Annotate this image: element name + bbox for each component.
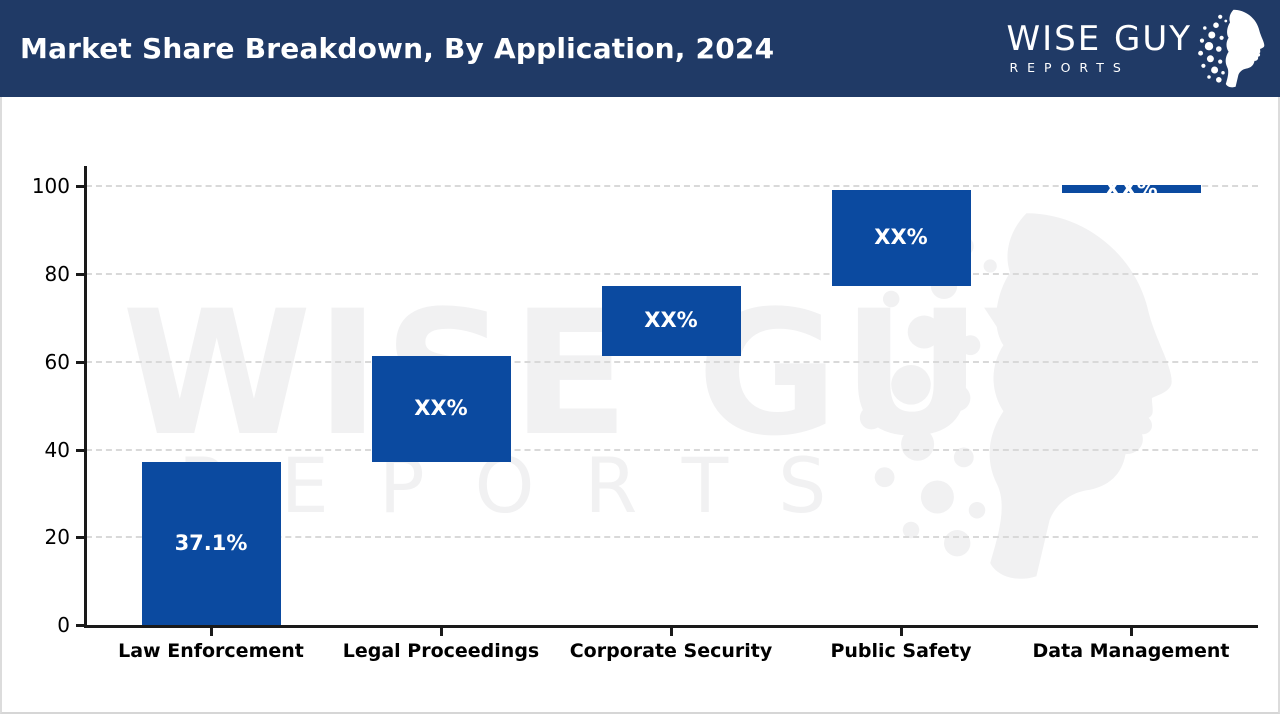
bar-label-public-safety: XX% [874, 225, 928, 250]
x-tick-law-enforcement [209, 628, 213, 636]
y-axis [84, 166, 87, 628]
x-tick-label-data-management: Data Management [1032, 640, 1230, 662]
x-tick-label-legal-proceedings: Legal Proceedings [342, 640, 540, 662]
gridline-80 [86, 273, 1258, 275]
brand-logo: WISE GUY REPORTS [1006, 7, 1266, 91]
x-tick-legal-proceedings [439, 628, 443, 636]
bar-law-enforcement: 37.1% [141, 462, 281, 625]
bar-data-management: XX% [1061, 185, 1201, 194]
y-tick-label-0: 0 [57, 613, 70, 637]
brand-text: WISE GUY REPORTS [1006, 22, 1192, 75]
x-tick-corporate-security [669, 628, 673, 636]
y-tick-60 [76, 360, 84, 364]
gridline-60 [86, 360, 1258, 363]
y-tick-80 [76, 273, 84, 276]
y-tick-label-20: 20 [44, 525, 70, 550]
x-axis [84, 625, 1258, 628]
brand-name: WISE GUY [1006, 19, 1192, 59]
brand-sub: REPORTS [1009, 60, 1130, 75]
bar-corporate-security: XX% [601, 285, 741, 356]
page-title: Market Share Breakdown, By Application, … [20, 32, 775, 65]
x-tick-data-management [1129, 628, 1133, 636]
bar-label-law-enforcement: 37.1% [174, 531, 248, 556]
bar-label-legal-proceedings: XX% [414, 396, 468, 421]
y-tick-0 [76, 624, 84, 627]
gridline-100 [86, 185, 1258, 188]
gridline-40 [86, 448, 1258, 451]
bar-legal-proceedings: XX% [371, 355, 511, 463]
bar-label-data-management: XX% [1104, 185, 1157, 193]
watermark-reports: REPORTS [178, 441, 877, 530]
x-tick-label-public-safety: Public Safety [830, 640, 972, 662]
logo-head-icon [1198, 9, 1265, 87]
y-tick-label-80: 80 [44, 262, 70, 286]
x-tick-public-safety [899, 628, 903, 636]
gridline-20 [86, 536, 1258, 539]
x-tick-label-corporate-security: Corporate Security [569, 640, 773, 662]
y-tick-label-100: 100 [31, 174, 70, 199]
y-tick-label-40: 40 [44, 437, 70, 462]
y-tick-label-60: 60 [44, 349, 70, 374]
y-tick-20 [76, 536, 84, 540]
y-tick-40 [76, 448, 84, 452]
y-tick-100 [76, 185, 84, 189]
bar-label-corporate-security: XX% [644, 308, 698, 333]
x-tick-label-law-enforcement: Law Enforcement [118, 640, 304, 662]
header-bar: Market Share Breakdown, By Application, … [0, 0, 1280, 97]
bar-public-safety: XX% [831, 189, 971, 286]
